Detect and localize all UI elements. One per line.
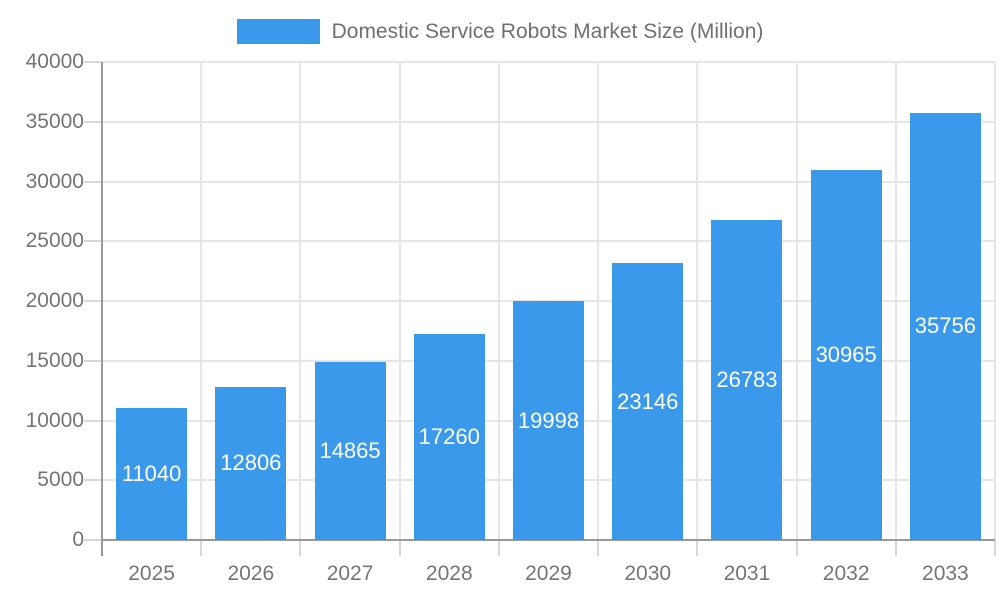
legend-label: Domestic Service Robots Market Size (Mil… bbox=[331, 20, 764, 43]
x-axis-tick bbox=[398, 540, 401, 556]
gridline-vertical bbox=[398, 62, 401, 540]
gridline-vertical bbox=[497, 62, 500, 540]
x-axis-tick-label: 2026 bbox=[227, 562, 275, 585]
gridline-vertical bbox=[597, 62, 600, 540]
bar-2033[interactable]: 35756 bbox=[909, 112, 981, 540]
x-axis-tick-label: 2031 bbox=[723, 562, 771, 585]
gridline-horizontal bbox=[102, 61, 995, 63]
bar-2031[interactable]: 26783 bbox=[711, 219, 783, 540]
gridline-vertical bbox=[994, 62, 996, 540]
x-axis-tick-label: 2032 bbox=[822, 562, 870, 585]
bar-value-label: 26783 bbox=[716, 366, 778, 392]
gridline-horizontal bbox=[102, 180, 995, 183]
bar-value-label: 19998 bbox=[517, 407, 580, 433]
y-axis-tick-label: 25000 bbox=[25, 229, 84, 253]
y-axis-tick-label: 30000 bbox=[25, 169, 84, 193]
legend-item[interactable]: Domestic Service Robots Market Size (Mil… bbox=[236, 19, 764, 44]
x-axis-tick bbox=[299, 540, 302, 556]
legend: Domestic Service Robots Market Size (Mil… bbox=[0, 19, 1000, 44]
x-axis-tick bbox=[894, 540, 897, 556]
gridline-vertical bbox=[795, 62, 798, 540]
x-axis-tick-label: 2025 bbox=[128, 562, 175, 585]
y-axis-tick bbox=[84, 240, 102, 243]
x-axis-line bbox=[102, 539, 995, 541]
gridline-vertical bbox=[894, 62, 897, 540]
x-axis-tick-label: 2027 bbox=[326, 562, 374, 585]
bar-value-label: 12806 bbox=[220, 450, 282, 476]
x-axis-tick-label: 2030 bbox=[624, 562, 672, 585]
bar-value-label: 11040 bbox=[121, 461, 182, 487]
y-axis-tick-label: 0 bbox=[72, 528, 84, 551]
gridline-vertical bbox=[299, 62, 302, 540]
y-axis-tick bbox=[84, 180, 102, 183]
y-axis-tick bbox=[84, 539, 102, 541]
y-axis-tick bbox=[84, 120, 102, 123]
y-axis-tick bbox=[84, 300, 102, 302]
y-axis-tick-label: 5000 bbox=[37, 468, 84, 492]
y-axis-tick bbox=[84, 359, 102, 362]
gridline-vertical bbox=[696, 62, 699, 540]
x-axis-tick-label: 2033 bbox=[922, 562, 969, 585]
gridline-horizontal bbox=[102, 300, 995, 302]
bar-value-label: 14865 bbox=[319, 438, 381, 464]
bar-2030[interactable]: 23146 bbox=[612, 263, 684, 540]
gridline-horizontal bbox=[102, 240, 995, 243]
bar-2027[interactable]: 14865 bbox=[314, 362, 386, 540]
gridline-horizontal bbox=[102, 120, 995, 123]
bar-value-label: 23146 bbox=[617, 388, 679, 414]
x-axis-tick bbox=[795, 540, 798, 556]
y-axis-tick-label: 20000 bbox=[25, 289, 84, 312]
x-axis-tick-label: 2029 bbox=[525, 562, 572, 585]
gridline-vertical bbox=[200, 62, 203, 540]
bar-2026[interactable]: 12806 bbox=[215, 386, 287, 540]
y-axis-line bbox=[101, 62, 103, 556]
bar-value-label: 17260 bbox=[418, 423, 480, 449]
bar-2029[interactable]: 19998 bbox=[513, 301, 584, 540]
y-axis-tick-label: 10000 bbox=[25, 408, 84, 432]
y-axis-tick bbox=[84, 419, 102, 422]
x-axis-tick bbox=[200, 540, 203, 556]
legend-color-swatch bbox=[236, 19, 320, 44]
bar-2032[interactable]: 30965 bbox=[810, 169, 882, 540]
bar-2028[interactable]: 17260 bbox=[413, 333, 485, 540]
y-axis-tick-label: 15000 bbox=[25, 348, 84, 372]
bar-value-label: 30965 bbox=[815, 341, 877, 367]
y-axis-tick-label: 35000 bbox=[25, 109, 84, 133]
y-axis-tick bbox=[84, 479, 102, 482]
x-axis-tick bbox=[597, 540, 600, 556]
bar-value-label: 35756 bbox=[914, 313, 976, 339]
bar-2025[interactable]: 11040 bbox=[116, 408, 188, 540]
y-axis-tick-label: 40000 bbox=[25, 50, 84, 73]
x-axis-tick bbox=[696, 540, 699, 556]
x-axis-tick-label: 2028 bbox=[425, 562, 473, 585]
x-axis-tick bbox=[497, 540, 500, 556]
y-axis-tick bbox=[84, 61, 102, 63]
x-axis-tick bbox=[994, 540, 996, 556]
